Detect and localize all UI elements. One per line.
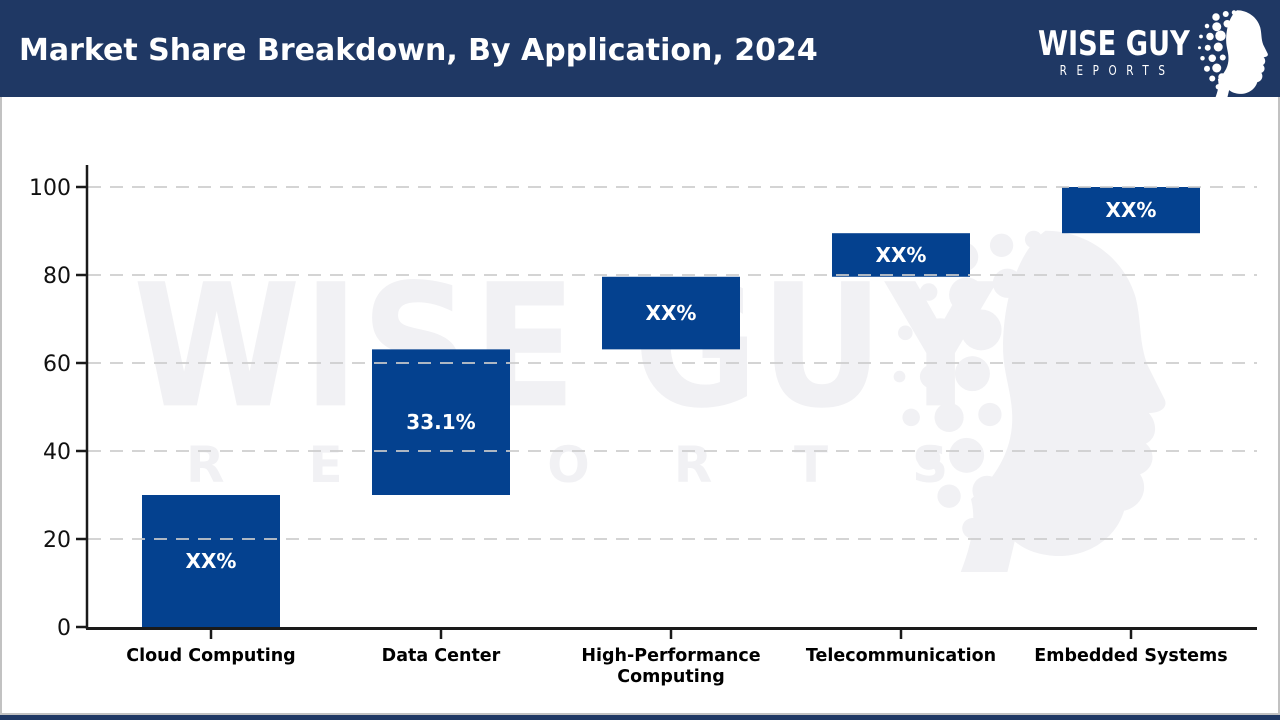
bar-segment-1 [372, 349, 510, 495]
logo-sub-text: REPORTS [1059, 63, 1175, 79]
x-category-label-2: High-Performance [581, 646, 760, 666]
page-title: Market Share Breakdown, By Application, … [19, 33, 818, 68]
y-tick-label-60: 60 [43, 352, 71, 377]
bar-segment-0 [142, 495, 280, 627]
bar-segment-2 [602, 276, 740, 350]
x-category-label-3: Telecommunication [806, 646, 996, 666]
x-category-label-1: Data Center [382, 646, 501, 666]
footer-bar [0, 715, 1280, 720]
header-bar: Market Share Breakdown, By Application, … [0, 0, 1280, 97]
y-tick-label-0: 0 [57, 616, 71, 641]
watermark-brand-text: WISE GUY [133, 247, 998, 446]
wiseguy-logo-face-icon [1192, 8, 1270, 98]
y-tick-label-20: 20 [43, 528, 71, 553]
chart-content-frame [0, 97, 1280, 715]
y-tick-label-40: 40 [43, 440, 71, 465]
bar-value-label-1: 33.1% [406, 410, 475, 434]
bar-value-label-4: XX% [1106, 198, 1157, 222]
bar-value-label-3: XX% [876, 243, 927, 267]
logo-brand-text: WISE GUY [1038, 24, 1190, 65]
y-tick-label-100: 100 [29, 176, 71, 201]
x-category-label-2: Computing [617, 667, 724, 687]
y-tick-label-80: 80 [43, 264, 71, 289]
x-category-label-0: Cloud Computing [126, 646, 295, 666]
bar-segment-4 [1062, 187, 1200, 234]
x-category-label-4: Embedded Systems [1034, 646, 1227, 666]
bar-value-label-2: XX% [646, 301, 697, 325]
wiseguy-logo: WISE GUY REPORTS [1000, 8, 1270, 98]
bar-value-label-0: XX% [186, 549, 237, 573]
watermark-sub-text: REPORTS [186, 436, 1033, 494]
bar-segment-3 [832, 233, 970, 277]
logo-text-block: WISE GUY REPORTS [1038, 24, 1190, 79]
